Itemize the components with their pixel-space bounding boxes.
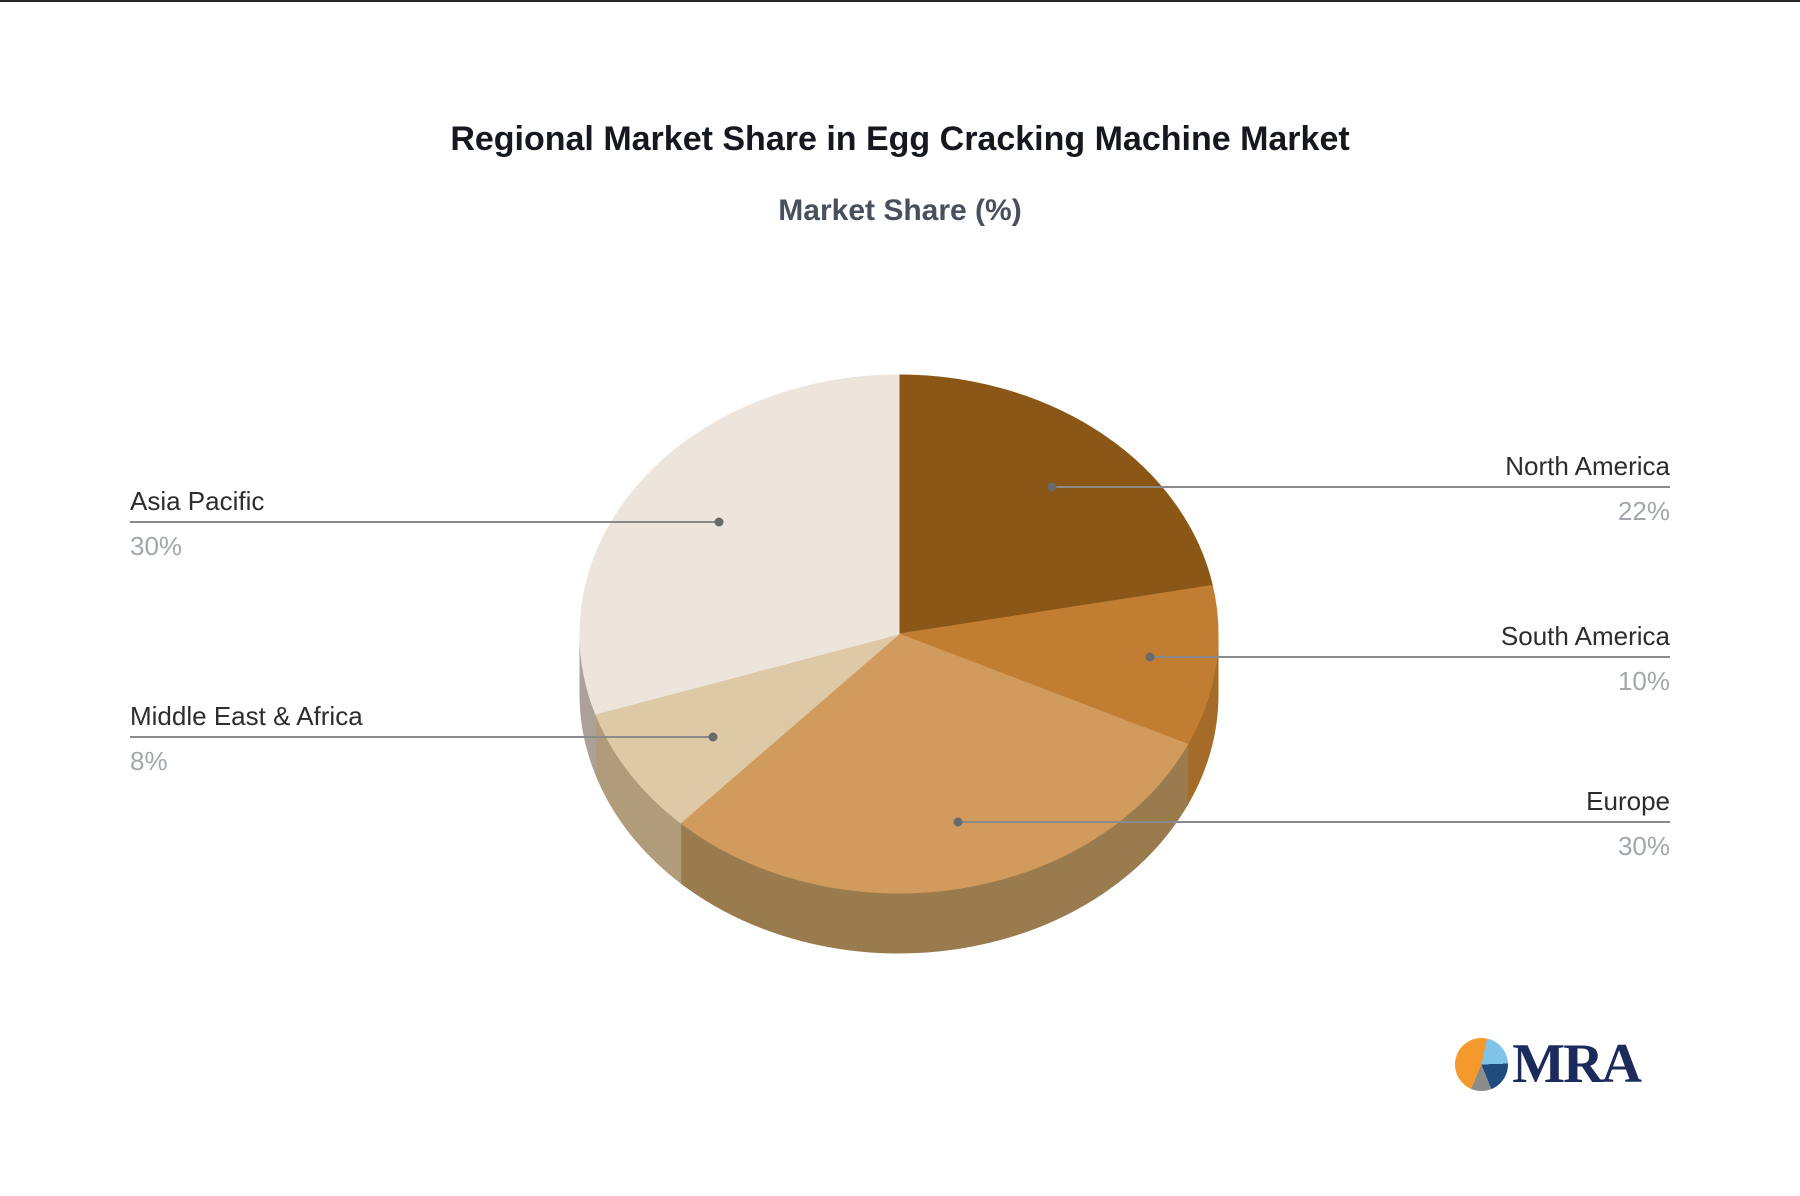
callout-dot <box>953 817 963 827</box>
mra-logo-text: MRA <box>1512 1033 1642 1095</box>
pie-slice <box>897 584 1219 745</box>
pie-slice <box>679 633 1189 894</box>
callout-label-asia-pacific: Asia Pacific <box>130 486 265 516</box>
callout-value-asia-pacific: 30% <box>130 531 183 561</box>
callout-value-middle-east-africa: 8% <box>130 746 168 776</box>
chart-subtitle: Market Share (%) <box>778 194 1022 227</box>
pie-slice <box>594 633 900 824</box>
callout-dot <box>1047 482 1057 492</box>
pie-slice <box>898 374 1213 635</box>
callout-dot <box>708 732 718 742</box>
callout-dot <box>714 517 724 527</box>
callout-label-south-america: South America <box>1500 621 1670 651</box>
pie-slice <box>579 374 900 715</box>
callout-value-south-america: 10% <box>1617 666 1670 696</box>
mra-logo-pie-icon <box>1455 1038 1509 1091</box>
top-border <box>0 0 1800 2</box>
callout-dot <box>1145 652 1155 662</box>
callout-label-north-america: North America <box>1505 451 1670 481</box>
callout-label-middle-east-africa: Middle East & Africa <box>130 701 363 731</box>
callout-label-europe: Europe <box>1586 786 1670 816</box>
chart-title: Regional Market Share in Egg Cracking Ma… <box>450 120 1350 158</box>
callout-value-north-america: 22% <box>1617 496 1670 526</box>
mra-logo: MRA <box>1455 1033 1642 1095</box>
callout-value-europe: 30% <box>1617 831 1670 861</box>
